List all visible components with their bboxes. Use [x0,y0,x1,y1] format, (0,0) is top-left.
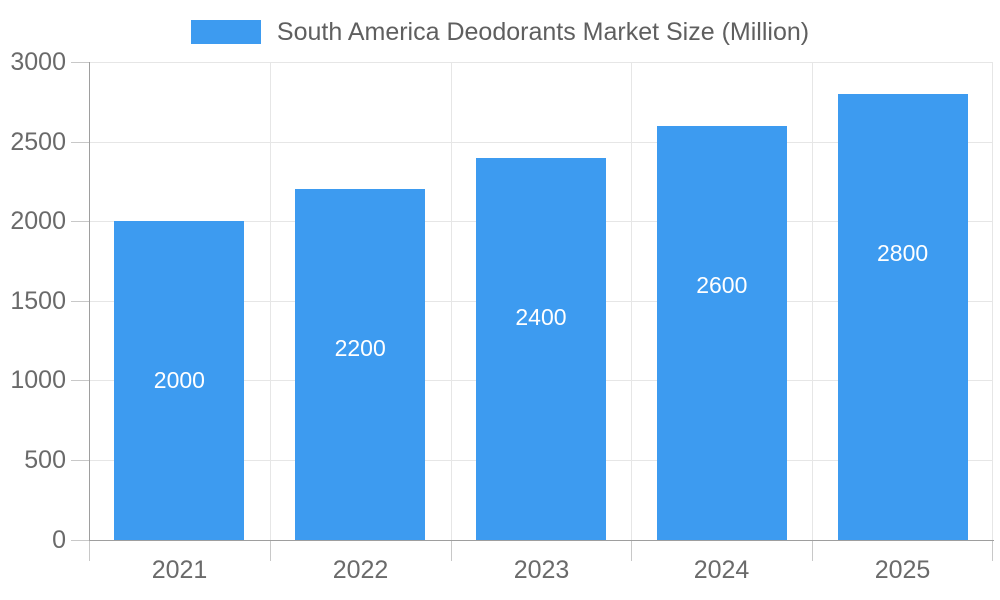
y-tick-label-500: 500 [24,446,66,474]
y-tick-1500 [71,301,89,302]
y-tick-3000 [71,62,89,63]
bar-2025[interactable] [837,93,968,540]
plot-area: 2000 2200 2400 2600 2800 [89,62,993,540]
gridline-x-5 [992,62,993,540]
y-tick-0 [71,540,89,541]
x-tick-5 [992,541,993,561]
gridline-x-4 [812,62,813,540]
legend-label: South America Deodorants Market Size (Mi… [276,17,810,46]
gridline-y-2500 [89,142,993,143]
y-tick-1000 [71,380,89,381]
y-tick-500 [71,460,89,461]
bar-2022[interactable] [295,189,426,540]
x-tick-label-2023: 2023 [513,556,570,584]
y-tick-2000 [71,221,89,222]
bar-2024[interactable] [656,125,787,540]
gridline-x-1 [270,62,271,540]
gridline-y-3000 [89,62,993,63]
x-axis-line [89,540,994,541]
x-tick-2 [451,541,452,561]
x-tick-1 [270,541,271,561]
y-tick-label-2000: 2000 [10,207,66,235]
y-tick-label-3000: 3000 [10,48,66,76]
gridline-x-3 [631,62,632,540]
y-tick-2500 [71,142,89,143]
x-tick-0 [89,541,90,561]
y-tick-label-0: 0 [52,526,66,554]
x-tick-label-2025: 2025 [874,556,931,584]
x-tick-3 [631,541,632,561]
x-tick-label-2021: 2021 [151,556,208,584]
x-tick-label-2022: 2022 [332,556,389,584]
gridline-x-2 [451,62,452,540]
chart-legend: South America Deodorants Market Size (Mi… [0,12,1000,52]
legend-color-swatch-icon [190,20,261,44]
bar-2021[interactable] [114,221,245,540]
y-tick-label-1000: 1000 [10,366,66,394]
y-axis-line [89,62,90,540]
bar-2023[interactable] [476,157,606,540]
y-tick-label-1500: 1500 [10,287,66,315]
y-tick-label-2500: 2500 [10,128,66,156]
x-tick-label-2024: 2024 [693,556,750,584]
x-tick-4 [812,541,813,561]
legend-item-south-america-deodorants[interactable]: South America Deodorants Market Size (Mi… [190,17,810,46]
